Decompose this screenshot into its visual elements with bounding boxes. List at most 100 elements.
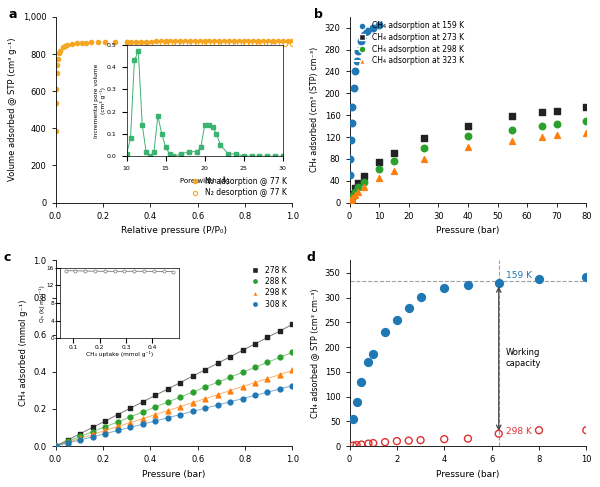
Point — [163, 385, 173, 393]
Legend: 278 K, 288 K, 298 K, 308 K: 278 K, 288 K, 298 K, 308 K — [246, 264, 289, 310]
Point — [138, 408, 148, 416]
Point — [392, 437, 401, 445]
Point — [213, 359, 223, 367]
Point — [552, 131, 562, 139]
Point — [113, 427, 122, 434]
Point — [287, 320, 297, 328]
Point — [350, 68, 360, 75]
Point — [508, 126, 517, 134]
Point — [101, 430, 110, 437]
Point — [494, 430, 503, 438]
Point — [225, 353, 235, 361]
Point — [463, 122, 473, 130]
Y-axis label: CH₄ adsorbed @ STP (cm³ cm⁻³): CH₄ adsorbed @ STP (cm³ cm⁻³) — [310, 288, 319, 418]
Point — [389, 157, 399, 165]
Point — [263, 334, 272, 341]
Point — [225, 387, 235, 394]
Point — [347, 194, 356, 202]
Point — [213, 378, 223, 386]
Point — [439, 435, 449, 443]
Point — [552, 107, 562, 115]
Point — [263, 388, 272, 396]
N₂ desorption @ 77 K — [227, 41, 235, 47]
N₂ adsorption @ 77 K — [260, 38, 267, 44]
X-axis label: Pressure (bar): Pressure (bar) — [436, 226, 500, 235]
Point — [346, 196, 355, 204]
Point — [347, 192, 356, 200]
N₂ adsorption @ 77 K — [123, 39, 130, 45]
N₂ desorption @ 77 K — [243, 41, 250, 47]
Point — [356, 37, 366, 45]
N₂ desorption @ 77 K — [281, 41, 289, 47]
N₂ desorption @ 77 K — [189, 41, 196, 47]
N₂ desorption @ 77 K — [250, 41, 257, 47]
Point — [163, 414, 173, 422]
Point — [374, 158, 384, 166]
N₂ desorption @ 77 K — [158, 41, 166, 47]
Point — [534, 426, 544, 434]
Point — [200, 395, 210, 403]
Point — [88, 423, 98, 431]
Y-axis label: CH₄ adsorbed (cm³ (STP) cm⁻³): CH₄ adsorbed (cm³ (STP) cm⁻³) — [310, 47, 319, 172]
Point — [359, 172, 369, 180]
Point — [356, 441, 366, 449]
Point — [275, 371, 285, 378]
Point — [352, 56, 362, 64]
Point — [275, 354, 285, 361]
X-axis label: Pressure (bar): Pressure (bar) — [142, 469, 206, 479]
Point — [416, 436, 425, 444]
N₂ desorption @ 77 K — [274, 41, 281, 47]
Point — [188, 399, 197, 407]
Point — [125, 423, 135, 431]
Point — [175, 379, 185, 387]
Point — [287, 382, 297, 390]
Point — [389, 167, 399, 175]
Point — [250, 363, 260, 371]
Point — [368, 351, 378, 358]
Text: d: d — [307, 251, 316, 264]
N₂ adsorption @ 77 K — [284, 38, 291, 44]
Legend: N₂ adsorption @ 77 K, N₂ desorption @ 77 K: N₂ adsorption @ 77 K, N₂ desorption @ 77… — [186, 175, 289, 199]
Point — [347, 194, 357, 202]
Point — [537, 133, 547, 141]
Point — [51, 442, 61, 450]
N₂ desorption @ 77 K — [166, 41, 173, 47]
Point — [348, 442, 358, 450]
Point — [138, 414, 148, 422]
Point — [581, 117, 591, 125]
Point — [581, 130, 591, 137]
Point — [346, 196, 356, 204]
Point — [238, 346, 247, 354]
N₂ desorption @ 77 K — [174, 41, 181, 47]
Point — [416, 293, 425, 300]
Point — [346, 197, 355, 205]
Point — [346, 196, 355, 204]
Point — [238, 368, 247, 376]
Point — [508, 112, 517, 120]
Point — [163, 407, 173, 414]
Point — [581, 426, 591, 434]
Text: Working
capacity: Working capacity — [506, 348, 541, 368]
Point — [349, 84, 359, 92]
N₂ adsorption @ 77 K — [64, 42, 71, 48]
Point — [419, 144, 428, 152]
Point — [101, 423, 110, 431]
Text: 159 K: 159 K — [506, 271, 532, 280]
Point — [537, 122, 547, 130]
Point — [76, 430, 85, 437]
Point — [250, 379, 260, 387]
Point — [350, 188, 360, 196]
N₂ desorption @ 77 K — [212, 41, 220, 47]
Point — [200, 366, 210, 374]
Point — [463, 132, 473, 140]
Point — [263, 358, 272, 366]
Point — [347, 192, 357, 200]
N₂ desorption @ 77 K — [235, 41, 242, 47]
Point — [346, 194, 356, 202]
Point — [348, 415, 358, 423]
Point — [359, 31, 369, 39]
Point — [419, 134, 428, 142]
Point — [200, 383, 210, 391]
Point — [125, 413, 135, 421]
Point — [380, 438, 390, 446]
